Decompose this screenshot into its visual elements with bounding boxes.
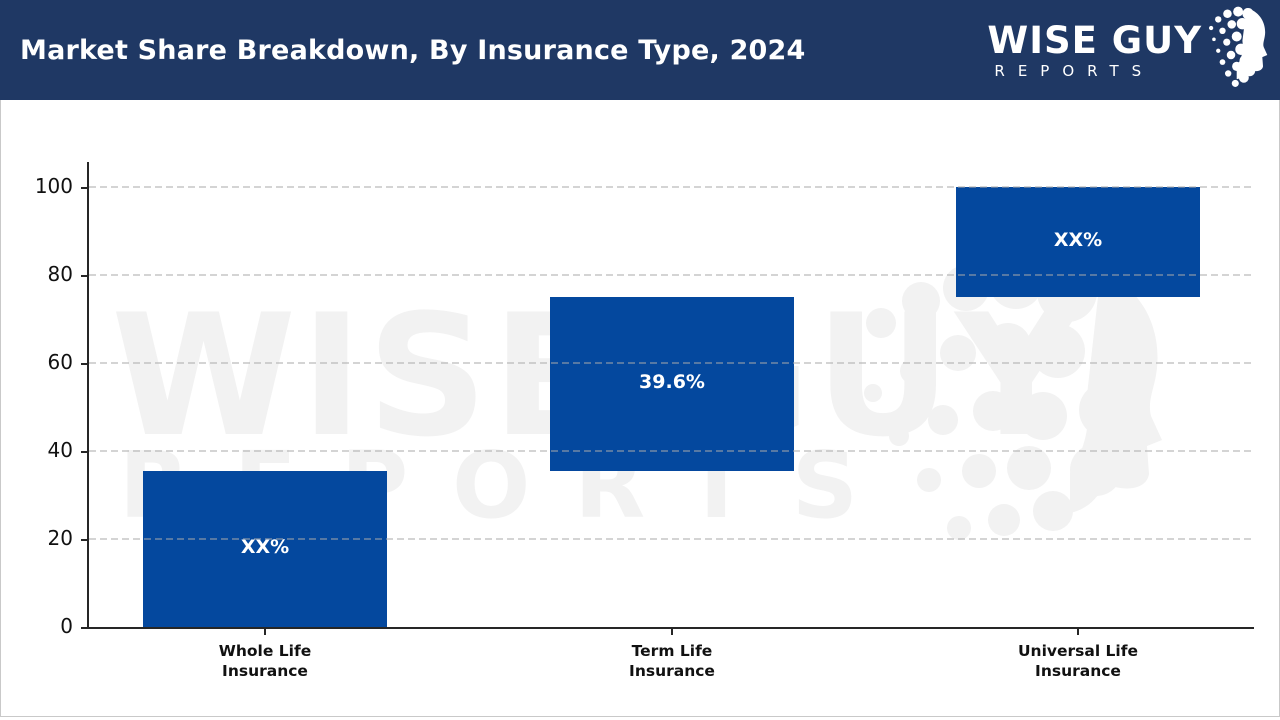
x-category-label: Whole Life Insurance [218, 642, 312, 680]
y-tick-label: 80 [47, 262, 73, 286]
y-tickmark [81, 363, 87, 365]
y-tick-label: 60 [47, 350, 73, 374]
y-axis-spine [87, 162, 89, 629]
y-tickmark [81, 539, 87, 541]
gridline [89, 186, 1254, 188]
bar-value-label: 39.6% [639, 371, 705, 394]
x-category-label: Universal Life Insurance [1017, 642, 1139, 680]
logo-subtitle: REPORTS [994, 61, 1155, 80]
chart-canvas: WISE GUY REPORTS XX% 39.6% XX% 0 20 40 60 80 100… [0, 100, 1280, 717]
x-tickmark [1077, 629, 1079, 635]
y-tickmark [81, 275, 87, 277]
gridline [89, 362, 1254, 364]
x-category-label: Term Life Insurance [629, 642, 715, 680]
bar-segment [956, 187, 1200, 297]
gridline [89, 450, 1254, 452]
y-tickmark [81, 627, 87, 629]
wiseguy-face-icon [1208, 6, 1268, 87]
wiseguy-logo-text: WISE GUY REPORTS [987, 18, 1202, 80]
x-tickmark [671, 629, 673, 635]
x-axis-spine [87, 627, 1254, 629]
gridline [89, 274, 1254, 276]
y-tick-label: 0 [60, 614, 73, 638]
gridline [89, 538, 1254, 540]
header-bar: Market Share Breakdown, By Insurance Typ… [0, 0, 1280, 100]
chart-area: XX% 39.6% XX% 0 20 40 60 80 100 Whole Life Insuran… [1, 100, 1279, 716]
bar-segment [143, 471, 387, 627]
y-tick-label: 20 [47, 526, 73, 550]
page-title: Market Share Breakdown, By Insurance Typ… [20, 34, 806, 66]
y-tickmark [81, 187, 87, 189]
x-tickmark [264, 629, 266, 635]
logo-wordmark: WISE GUY [987, 18, 1202, 62]
bar-value-label: XX% [1053, 229, 1103, 251]
bar-segment [550, 297, 794, 472]
y-tick-label: 100 [34, 174, 73, 198]
wiseguy-logo: WISE GUY REPORTS [987, 0, 1268, 100]
bar-value-label: XX% [240, 536, 290, 559]
y-tick-label: 40 [47, 438, 73, 462]
y-tickmark [81, 451, 87, 453]
